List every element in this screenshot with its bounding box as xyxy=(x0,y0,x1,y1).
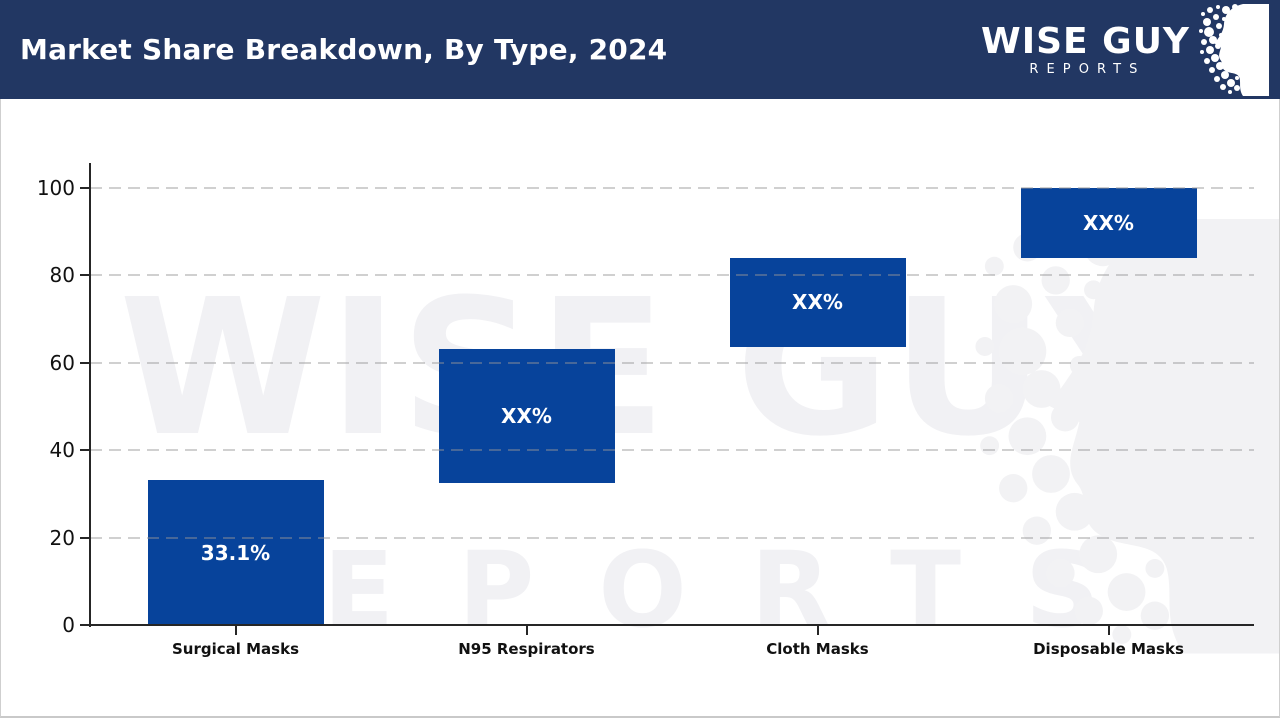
y-tick-mark xyxy=(80,624,89,626)
y-tick-label: 20 xyxy=(49,525,75,550)
bar-value-label: XX% xyxy=(501,404,552,429)
bar-value-label: 33.1% xyxy=(200,540,271,565)
chart-title: Market Share Breakdown, By Type, 2024 xyxy=(20,33,668,66)
y-tick-mark xyxy=(80,361,89,364)
x-tick-mark xyxy=(525,626,528,635)
header-bar: Market Share Breakdown, By Type, 2024 WI… xyxy=(0,0,1280,99)
x-tick-label: N95 Respirators xyxy=(458,640,595,658)
y-tick-label: 40 xyxy=(49,438,75,462)
chart-area: WISE GUY REPORTS 0 20 40 60 80 100 33.1% Surgic… xyxy=(0,99,1280,718)
brand-logo: WISE GUY REPORTS xyxy=(980,3,1272,96)
logo-head-icon xyxy=(1199,3,1269,96)
x-axis-line xyxy=(89,624,1254,626)
x-tick-mark xyxy=(1107,626,1110,635)
x-tick-label: Cloth Masks xyxy=(766,640,869,658)
x-tick-label: Surgical Masks xyxy=(171,640,300,658)
bar-value-label: XX% xyxy=(792,290,843,315)
logo-tagline: REPORTS xyxy=(1029,61,1146,77)
bar-disposable-masks: XX% xyxy=(1020,187,1197,258)
y-tick-mark xyxy=(80,186,89,189)
gridline xyxy=(90,536,1254,539)
y-tick-label: 80 xyxy=(49,263,75,287)
y-tick-mark xyxy=(80,449,89,451)
y-tick-label: 100 xyxy=(36,175,75,200)
bar-surgical-masks: 33.1% xyxy=(147,480,324,625)
y-axis-line xyxy=(89,163,91,627)
watermark-text-2: REPORTS xyxy=(179,529,1165,651)
y-tick-mark xyxy=(80,536,89,539)
bar-cloth-masks: XX% xyxy=(729,257,906,348)
y-tick-label: 60 xyxy=(49,350,75,375)
gridline xyxy=(90,274,1254,276)
logo-wordmark: WISE GUY REPORTS xyxy=(980,20,1190,77)
logo-name: WISE GUY xyxy=(980,20,1190,62)
x-tick-mark xyxy=(234,626,237,635)
gridline xyxy=(90,361,1254,364)
x-tick-mark xyxy=(816,626,819,635)
y-tick-mark xyxy=(80,274,89,276)
gridline xyxy=(90,186,1254,189)
bar-value-label: XX% xyxy=(1083,210,1134,235)
y-tick-label: 0 xyxy=(62,613,75,637)
gridline xyxy=(90,449,1254,451)
x-tick-label: Disposable Masks xyxy=(1033,640,1184,658)
bar-n95-respirators: XX% xyxy=(438,349,615,483)
